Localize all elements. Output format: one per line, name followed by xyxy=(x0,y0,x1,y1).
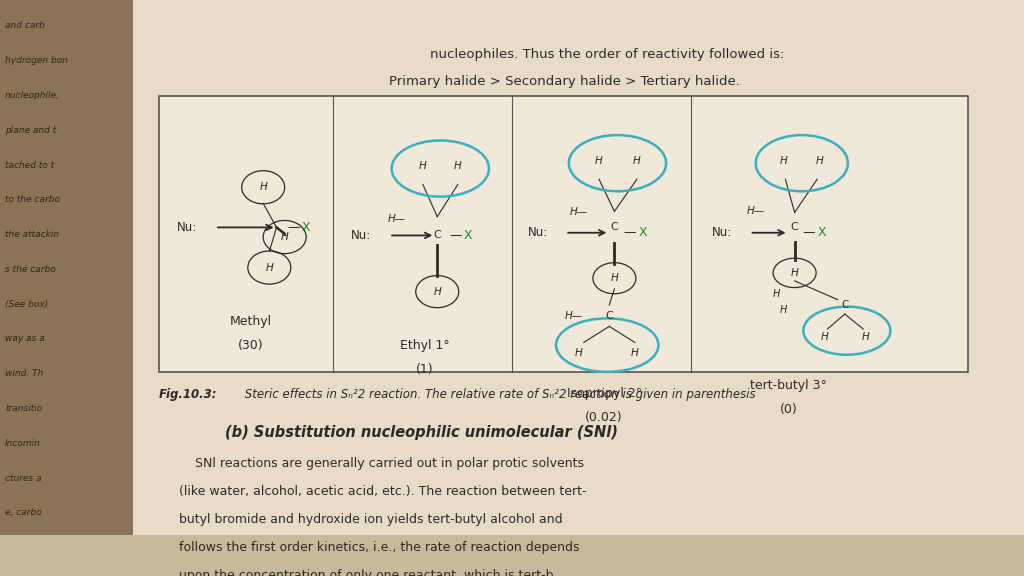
Text: C: C xyxy=(841,300,849,310)
Text: H: H xyxy=(861,332,869,342)
Text: H: H xyxy=(815,156,823,165)
Text: H: H xyxy=(259,182,267,192)
Text: nucleophile,: nucleophile, xyxy=(5,91,60,100)
Text: upon the concentration of only one reactant, which is tert-b: upon the concentration of only one react… xyxy=(179,569,554,576)
Text: tert-butyl 3°: tert-butyl 3° xyxy=(750,379,827,392)
Text: and carb: and carb xyxy=(5,21,45,31)
Text: H: H xyxy=(820,332,828,342)
Text: H—: H— xyxy=(387,214,406,225)
Text: C: C xyxy=(605,310,613,321)
Text: Primary halide > Secondary halide > Tertiary halide.: Primary halide > Secondary halide > Tert… xyxy=(389,75,740,88)
Text: Nu:: Nu: xyxy=(712,226,732,239)
Text: H—: H— xyxy=(746,206,765,217)
Text: Methyl: Methyl xyxy=(229,314,272,328)
FancyBboxPatch shape xyxy=(159,96,968,372)
Text: —: — xyxy=(288,221,300,234)
Text: Ethyl 1°: Ethyl 1° xyxy=(400,339,450,351)
Text: H—: H— xyxy=(564,310,583,321)
Text: H: H xyxy=(779,305,787,315)
Text: H: H xyxy=(791,268,799,278)
Text: (1): (1) xyxy=(416,363,434,376)
Text: H: H xyxy=(595,156,603,165)
Text: Nu:: Nu: xyxy=(527,226,548,239)
FancyBboxPatch shape xyxy=(133,0,1024,535)
Text: hydrogen bon: hydrogen bon xyxy=(5,56,69,65)
Text: (30): (30) xyxy=(238,339,264,351)
Text: (b) Substitution nucleophilic unimolecular (SNl): (b) Substitution nucleophilic unimolecul… xyxy=(225,425,618,441)
Text: Nu:: Nu: xyxy=(177,221,198,234)
Text: Steric effects in Sₙ²2 reaction. The relative rate of Sₙ²2 reaction is given in : Steric effects in Sₙ²2 reaction. The rel… xyxy=(241,388,756,401)
Text: e, carbo: e, carbo xyxy=(5,508,42,517)
Text: H: H xyxy=(265,263,273,272)
Text: H: H xyxy=(779,156,787,165)
Text: butyl bromide and hydroxide ion yields tert-butyl alcohol and: butyl bromide and hydroxide ion yields t… xyxy=(179,513,563,526)
Text: H: H xyxy=(433,287,441,297)
Text: C: C xyxy=(610,222,618,232)
Text: way as a: way as a xyxy=(5,335,45,343)
Text: X: X xyxy=(302,221,310,234)
Text: (See box): (See box) xyxy=(5,300,48,309)
Text: Nu:: Nu: xyxy=(351,229,372,242)
Text: —: — xyxy=(450,229,462,242)
FancyBboxPatch shape xyxy=(0,0,133,535)
Text: nucleophiles. Thus the order of reactivity followed is:: nucleophiles. Thus the order of reactivi… xyxy=(430,48,784,61)
Text: wind. Th: wind. Th xyxy=(5,369,43,378)
Text: H: H xyxy=(281,232,289,242)
Text: H: H xyxy=(633,156,641,165)
Text: H: H xyxy=(454,161,462,171)
Text: —: — xyxy=(624,226,636,239)
Text: C: C xyxy=(433,230,441,240)
Text: Incomin: Incomin xyxy=(5,439,41,448)
Text: H: H xyxy=(772,289,780,300)
Text: to the carbo: to the carbo xyxy=(5,195,60,204)
Text: Isopropyl 2°: Isopropyl 2° xyxy=(566,386,642,400)
Text: X: X xyxy=(818,226,826,239)
Text: transitio: transitio xyxy=(5,404,42,413)
Text: C: C xyxy=(791,222,799,232)
Text: the attackin: the attackin xyxy=(5,230,59,239)
Text: H: H xyxy=(419,161,427,171)
Text: SNl reactions are generally carried out in polar protic solvents: SNl reactions are generally carried out … xyxy=(179,457,585,471)
Text: X: X xyxy=(639,226,647,239)
Text: Fig.10.3:: Fig.10.3: xyxy=(159,388,217,401)
Text: (0): (0) xyxy=(779,403,798,416)
Text: (like water, alcohol, acetic acid, etc.). The reaction between tert-: (like water, alcohol, acetic acid, etc.)… xyxy=(179,486,587,498)
Text: (0.02): (0.02) xyxy=(586,411,623,424)
Text: —: — xyxy=(803,226,815,239)
Text: H: H xyxy=(631,348,639,358)
Text: s the carbo: s the carbo xyxy=(5,265,56,274)
Text: ctures a: ctures a xyxy=(5,473,42,483)
Text: H—: H— xyxy=(569,207,588,217)
Text: follows the first order kinetics, i.e., the rate of reaction depends: follows the first order kinetics, i.e., … xyxy=(179,541,580,554)
Text: X: X xyxy=(464,229,472,242)
Text: H: H xyxy=(574,348,583,358)
Text: H: H xyxy=(610,273,618,283)
Text: plane and t: plane and t xyxy=(5,126,56,135)
Text: tached to t: tached to t xyxy=(5,161,54,169)
